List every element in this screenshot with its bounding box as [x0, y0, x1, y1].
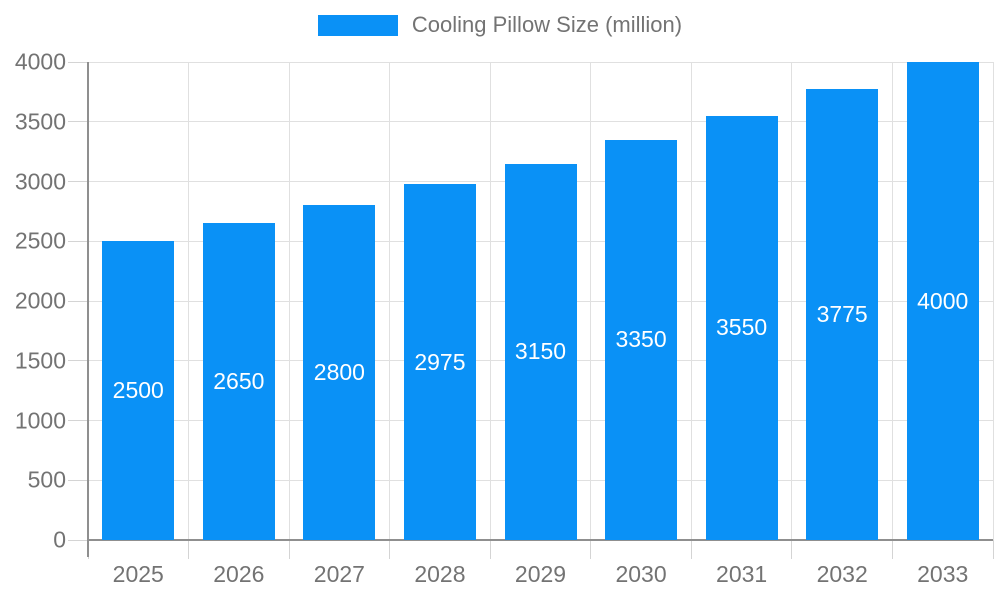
- x-axis-tick: [288, 540, 290, 559]
- y-axis-tick: [68, 181, 88, 182]
- x-tick-label: 2027: [313, 561, 365, 587]
- x-axis-tick: [791, 540, 793, 559]
- x-axis-tick: [489, 540, 491, 559]
- x-tick-label: 2026: [213, 561, 265, 587]
- legend-label: Cooling Pillow Size (million): [411, 12, 683, 37]
- y-axis-tick: [68, 360, 88, 362]
- y-tick-label: 1500: [14, 347, 66, 374]
- y-tick-label: 2500: [14, 227, 66, 254]
- bar-value-label: 3150: [514, 338, 567, 365]
- gridline-vertical: [489, 62, 491, 540]
- bar-2029[interactable]: 3150: [504, 163, 577, 540]
- y-tick-label: 0: [53, 526, 66, 553]
- bar-2030[interactable]: 3350: [605, 139, 678, 540]
- y-axis-tick: [68, 121, 88, 123]
- gridline-horizontal: [88, 61, 993, 63]
- bar-2026[interactable]: 2650: [202, 223, 275, 540]
- x-tick-label: 2031: [716, 561, 768, 587]
- bar-value-label: 3550: [716, 314, 768, 341]
- bar-value-label: 2500: [112, 377, 164, 404]
- gridline-horizontal: [88, 121, 993, 123]
- y-axis-tick: [68, 240, 88, 242]
- legend[interactable]: Cooling Pillow Size (million): [0, 14, 1000, 36]
- y-tick-label: 4000: [14, 48, 66, 75]
- bar-value-label: 3775: [816, 300, 868, 327]
- x-tick-label: 2029: [514, 561, 567, 587]
- gridline-vertical: [389, 62, 391, 540]
- x-tick-label: 2028: [414, 561, 466, 587]
- gridline-vertical: [288, 62, 290, 540]
- x-tick-label: 2032: [816, 561, 868, 587]
- y-tick-label: 3500: [14, 108, 66, 135]
- gridline-vertical: [891, 62, 893, 540]
- x-tick-label: 2025: [112, 561, 164, 587]
- gridline-vertical: [992, 62, 994, 540]
- bar-2028[interactable]: 2975: [403, 184, 476, 540]
- y-axis-tick: [68, 479, 88, 481]
- bar-value-label: 2800: [313, 359, 365, 386]
- x-axis-line: [88, 539, 993, 541]
- bar-2027[interactable]: 2800: [303, 205, 376, 540]
- bar-value-label: 2650: [213, 368, 265, 395]
- y-axis-tick: [68, 300, 88, 302]
- y-tick-label: 500: [27, 466, 66, 493]
- x-axis-tick: [389, 540, 391, 559]
- legend-swatch-icon: [317, 14, 398, 36]
- x-tick-label: 2030: [615, 561, 667, 587]
- bar-2025[interactable]: 2500: [102, 241, 175, 540]
- x-axis-tick: [891, 540, 893, 559]
- gridline-vertical: [791, 62, 793, 540]
- gridline-vertical: [188, 62, 190, 540]
- bar-2031[interactable]: 3550: [705, 115, 778, 540]
- x-axis-tick: [188, 540, 190, 559]
- bar-value-label: 4000: [917, 287, 969, 314]
- x-axis-tick: [992, 540, 994, 559]
- bar-2032[interactable]: 3775: [806, 88, 879, 540]
- x-axis-tick: [690, 540, 692, 559]
- bar-value-label: 2975: [414, 348, 466, 375]
- gridline-vertical: [690, 62, 692, 540]
- gridline-vertical: [590, 62, 592, 540]
- bar-2033[interactable]: 4000: [906, 62, 979, 540]
- y-tick-label: 2000: [14, 287, 66, 314]
- y-axis-tick: [68, 420, 88, 421]
- y-axis-tick: [68, 61, 88, 63]
- y-tick-label: 3000: [14, 168, 66, 194]
- y-axis-line: [87, 62, 89, 557]
- x-axis-tick: [590, 540, 592, 559]
- x-tick-label: 2033: [917, 561, 969, 587]
- bar-value-label: 3350: [615, 326, 667, 353]
- y-tick-label: 1000: [14, 407, 66, 433]
- y-axis-tick: [68, 539, 88, 541]
